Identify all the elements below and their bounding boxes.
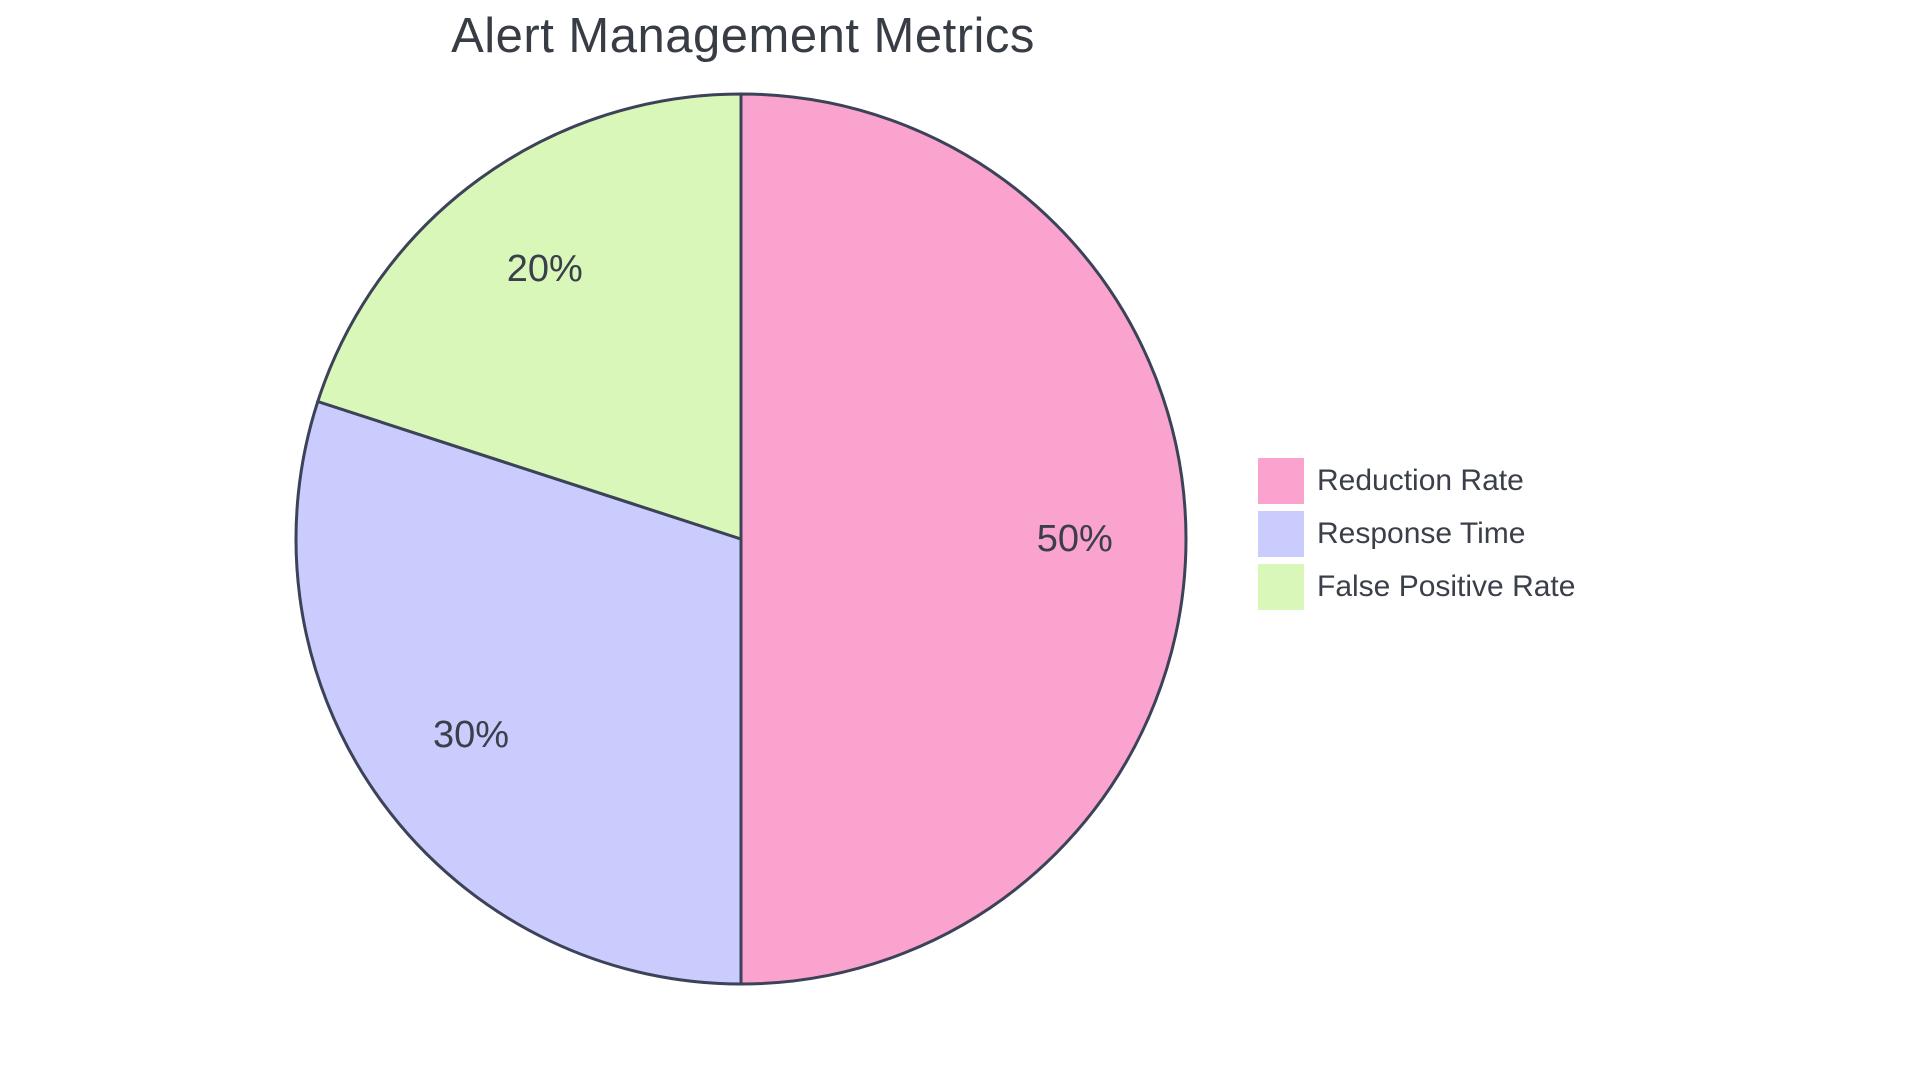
legend-swatch-reduction-rate [1258,458,1304,504]
legend-label: Reduction Rate [1317,464,1524,497]
legend-label: Response Time [1317,517,1526,550]
chart-title: Alert Management Metrics [451,9,1035,63]
legend-item-reduction-rate: Reduction Rate [1258,458,1575,504]
slice-percent-label: 50% [1037,518,1113,560]
legend: Reduction Rate Response Time False Posit… [1258,458,1575,610]
slice-percent-label: 30% [433,714,509,756]
pie-slice-reduction-rate [739,92,1188,986]
slice-percent-label: 20% [507,248,583,290]
legend-item-false-positive-rate: False Positive Rate [1258,564,1575,610]
legend-swatch-false-positive-rate [1258,564,1304,610]
legend-label: False Positive Rate [1317,570,1576,603]
pie-slice-response-time [294,399,743,986]
legend-swatch-response-time [1258,511,1304,557]
pie-slice-false-positive-rate [316,92,743,541]
legend-item-response-time: Response Time [1258,511,1575,557]
